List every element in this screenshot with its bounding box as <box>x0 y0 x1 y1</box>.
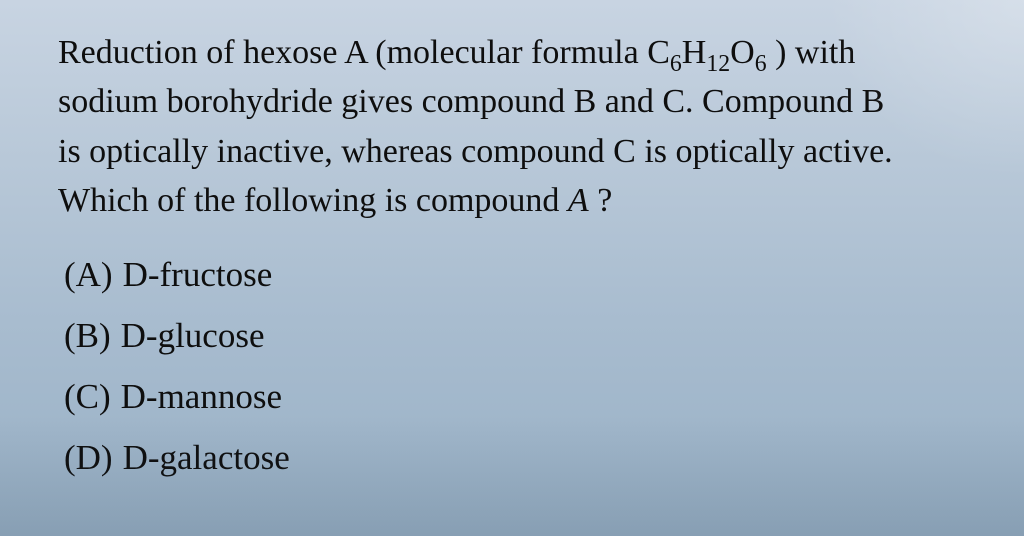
formula-o-sub: 6 <box>755 51 767 77</box>
option-c[interactable]: (C) D-mannose <box>64 379 976 414</box>
question-line2: sodium borohydride gives compound B and … <box>58 83 884 120</box>
option-b[interactable]: (B) D-glucose <box>64 318 976 353</box>
question-line4-var: A <box>568 182 589 219</box>
option-text: D-galactose <box>123 440 290 475</box>
question-line3: is optically inactive, whereas compound … <box>58 133 893 170</box>
question-line4-suffix: ? <box>589 182 613 219</box>
formula-h-sub: 12 <box>706 51 730 77</box>
question-stem: Reduction of hexose A (molecular formula… <box>58 28 976 225</box>
question-line1-suffix: ) with <box>767 34 856 71</box>
formula-c-sub: 6 <box>670 51 682 77</box>
question-line1-prefix: Reduction of hexose A (molecular formula <box>58 34 647 71</box>
option-label: (B) <box>64 318 111 353</box>
formula-c: C <box>647 34 670 71</box>
options-list: (A) D-fructose (B) D-glucose (C) D-manno… <box>58 257 976 475</box>
option-label: (D) <box>64 440 113 475</box>
formula-h: H <box>682 34 707 71</box>
question-formula: C6H12O6 <box>647 34 766 71</box>
option-label: (C) <box>64 379 111 414</box>
option-text: D-glucose <box>121 318 265 353</box>
option-d[interactable]: (D) D-galactose <box>64 440 976 475</box>
option-text: D-mannose <box>121 379 282 414</box>
formula-o: O <box>730 34 755 71</box>
option-text: D-fructose <box>123 257 273 292</box>
question-line4-prefix: Which of the following is compound <box>58 182 568 219</box>
option-label: (A) <box>64 257 113 292</box>
option-a[interactable]: (A) D-fructose <box>64 257 976 292</box>
